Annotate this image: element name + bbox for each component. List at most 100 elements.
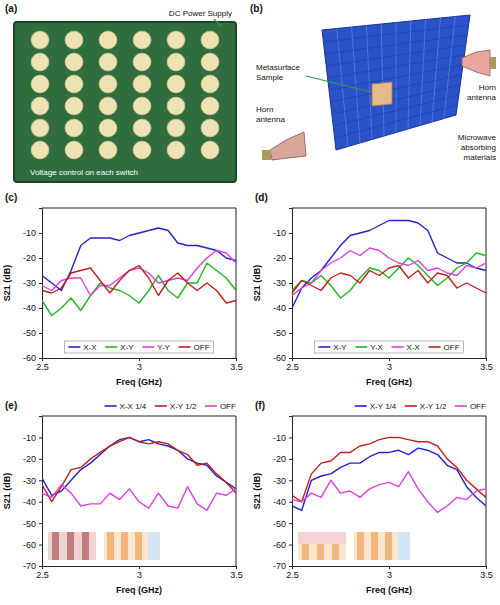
tick-label: 3 (137, 362, 142, 372)
horn-feed (490, 57, 496, 69)
tick-mark (289, 233, 292, 234)
tick-label: 3 (137, 570, 142, 580)
tick: -30 (23, 476, 42, 486)
switch-pad (99, 53, 117, 71)
text-line: Sample (256, 73, 284, 82)
tick: -70 (273, 561, 292, 571)
tick-mark (39, 566, 42, 567)
tick-label: -40 (273, 303, 286, 313)
legend-item: X-X (392, 343, 421, 352)
switch-pad (133, 119, 151, 137)
panel-label: (c) (5, 192, 17, 203)
tick: -10 (273, 228, 292, 238)
horn-feed (262, 150, 271, 160)
switch-pad (167, 31, 185, 49)
tick-label: 2.5 (36, 570, 49, 580)
plot-frame (486, 416, 487, 566)
pointer (306, 76, 371, 92)
tick: -60 (273, 353, 292, 363)
tick-label: 3.5 (230, 570, 243, 580)
inset-bar (398, 532, 410, 560)
series-line (42, 437, 236, 495)
inset-bar (302, 544, 309, 560)
text-line: antenna (256, 115, 285, 124)
plot-frame (292, 208, 486, 209)
legend-item: OFF (429, 343, 460, 352)
inset-bar (298, 532, 346, 544)
tick-mark (289, 480, 292, 481)
tick-label: 2.5 (286, 362, 299, 372)
tick: -10 (23, 228, 42, 238)
legend-swatch (105, 346, 117, 348)
tick-label: 2.5 (36, 362, 49, 372)
legend-swatch (392, 346, 404, 348)
tick-mark (289, 437, 292, 438)
tick-mark (289, 545, 292, 546)
tick-mark (39, 258, 42, 259)
panel-label: (a) (5, 3, 17, 14)
y-axis: -60-50-40-30-20-10 (273, 209, 293, 364)
tick: -10 (273, 433, 292, 443)
plot-background (42, 208, 236, 358)
x-axis: 2.533.5 (286, 566, 493, 580)
switch-pad (201, 53, 219, 71)
series-group (42, 437, 236, 510)
tick-mark (289, 258, 292, 259)
plot: 2.533.5-60-50-40-30-20-10 (23, 208, 243, 372)
chart-panel: (e)2.533.5-70-60-50-40-30-20-10Freq (GHz… (2, 400, 243, 595)
legend-label: X-Y 1/2 (420, 402, 447, 411)
legend-swatch (205, 405, 217, 407)
tick-label: -20 (23, 253, 36, 263)
axis-line (289, 209, 293, 359)
series-group (292, 221, 486, 309)
panel-label: (e) (5, 400, 17, 411)
board (14, 22, 236, 182)
panel-a: (a)DC Power SupplyVoltage control on eac… (5, 3, 236, 182)
legend-swatch (318, 346, 330, 348)
switch-pad (133, 141, 151, 159)
plot-background (292, 416, 486, 566)
legend: X-Y Y-X X-X OFF (314, 341, 463, 353)
tick-mark (39, 502, 42, 503)
tick-label: -60 (23, 540, 36, 550)
tick-label: -60 (273, 353, 286, 363)
legend-item: X-Y 1/2 (405, 402, 447, 411)
switch-pad (65, 75, 83, 93)
tick-mark (39, 459, 42, 460)
switch-pad (167, 75, 185, 93)
switch-pad (99, 31, 117, 49)
switch-pad (201, 119, 219, 137)
switch-pad (99, 97, 117, 115)
switch-pad (31, 53, 49, 71)
tick-mark (39, 523, 42, 524)
config-inset (48, 532, 160, 560)
tick-mark (39, 358, 42, 359)
x-axis-title: Freq (GHz) (366, 377, 412, 387)
inset-bar (121, 532, 128, 560)
y-axis-title: S21 (dB) (2, 265, 12, 302)
legend-item: X-Y (318, 343, 347, 352)
switch-pad (133, 53, 151, 71)
series-line (292, 472, 486, 513)
x-axis-title: Freq (GHz) (116, 585, 162, 595)
tick-label: -40 (23, 497, 36, 507)
tick-label: -30 (23, 476, 36, 486)
tick: -20 (273, 454, 292, 464)
diagram-label: MetasurfaceSample (256, 63, 301, 82)
tick: -30 (23, 278, 42, 288)
tick-mark (139, 358, 140, 361)
switch-pad (65, 31, 83, 49)
diagram-label: Hornantenna (467, 83, 496, 102)
inset-bar (385, 532, 392, 560)
legend-label: Y-X (370, 343, 383, 352)
series-line (42, 485, 236, 511)
tick-label: -10 (23, 433, 36, 443)
chart-panel: (c)2.533.5-60-50-40-30-20-10Freq (GHz)S2… (2, 192, 243, 387)
tick: -60 (23, 353, 42, 363)
switch-pad (99, 141, 117, 159)
x-axis-title: Freq (GHz) (116, 377, 162, 387)
tick-mark (39, 333, 42, 334)
tick: 2.5 (286, 358, 299, 372)
switch-pad (201, 141, 219, 159)
panel-label: (f) (255, 400, 265, 411)
